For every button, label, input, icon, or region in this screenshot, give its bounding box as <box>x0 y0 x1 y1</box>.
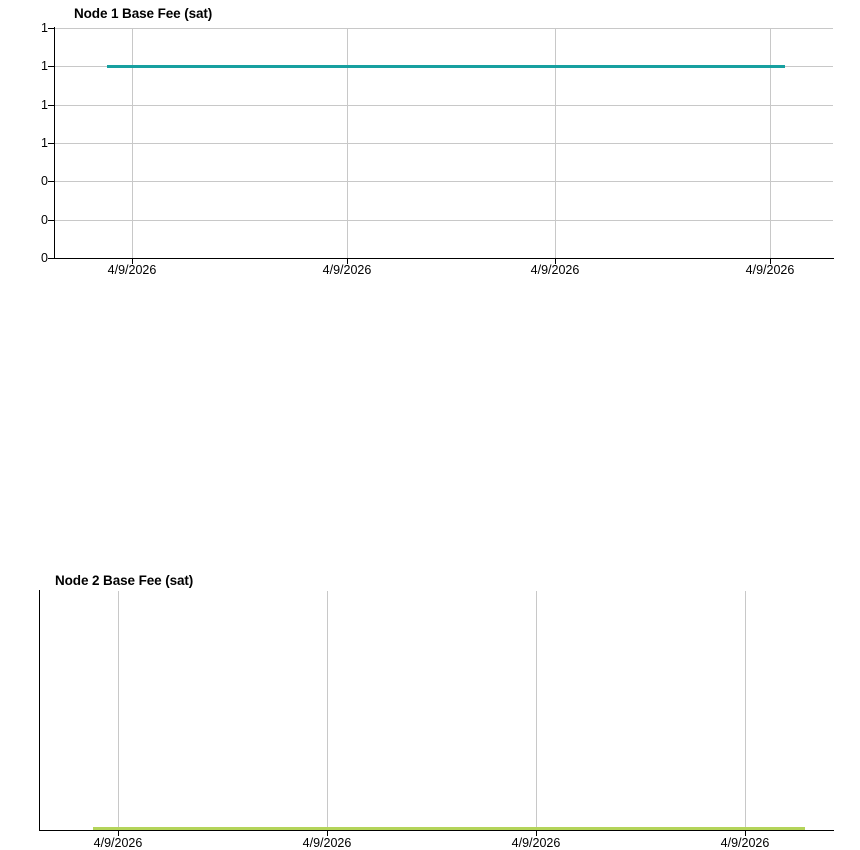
gridline-horizontal <box>55 143 833 144</box>
chart-title-node-2: Node 2 Base Fee (sat) <box>55 573 194 588</box>
x-axis-line-node-1 <box>54 258 834 259</box>
x-axis-label: 4/9/2026 <box>322 263 372 277</box>
gridline-horizontal <box>55 220 833 221</box>
gridline-horizontal <box>55 105 833 106</box>
y-axis-label: 1 <box>41 59 48 73</box>
x-axis-label: 4/9/2026 <box>107 263 157 277</box>
x-tick <box>555 259 556 264</box>
x-tick <box>770 259 771 264</box>
y-tick <box>48 220 54 221</box>
plot-area-node-2 <box>40 591 833 830</box>
gridline-vertical <box>347 28 348 258</box>
x-axis-label: 4/9/2026 <box>302 836 352 850</box>
x-axis-label: 4/9/2026 <box>720 836 770 850</box>
gridline-vertical <box>745 591 746 830</box>
y-axis-label: 1 <box>41 136 48 150</box>
x-axis-label: 4/9/2026 <box>93 836 143 850</box>
chart-title-node-1: Node 1 Base Fee (sat) <box>74 6 213 21</box>
gridline-vertical <box>327 591 328 830</box>
y-axis-label: 1 <box>41 98 48 112</box>
y-axis-label: 0 <box>41 251 48 265</box>
y-axis-label: 1 <box>41 21 48 35</box>
y-tick <box>48 105 54 106</box>
plot-area-node-1 <box>55 28 833 259</box>
chart-panel-node-1: Node 1 Base Fee (sat) 1 1 1 1 0 <box>0 0 860 285</box>
y-tick <box>48 258 54 259</box>
gridline-vertical <box>132 28 133 258</box>
gridline-vertical <box>118 591 119 830</box>
y-axis-label: 0 <box>41 213 48 227</box>
x-axis-label: 4/9/2026 <box>530 263 580 277</box>
y-tick <box>48 28 54 29</box>
gridline-vertical <box>536 591 537 830</box>
y-axis-line-node-1 <box>54 27 55 259</box>
x-axis-line-node-2 <box>39 830 834 831</box>
gridline-horizontal <box>55 28 833 29</box>
gridline-vertical <box>555 28 556 258</box>
x-axis-label: 4/9/2026 <box>511 836 561 850</box>
gridline-vertical <box>770 28 771 258</box>
y-axis-label: 0 <box>41 174 48 188</box>
y-tick <box>48 143 54 144</box>
x-tick <box>132 259 133 264</box>
y-tick <box>48 181 54 182</box>
x-tick <box>347 259 348 264</box>
y-tick <box>48 66 54 67</box>
x-axis-label: 4/9/2026 <box>745 263 795 277</box>
gridline-horizontal <box>55 181 833 182</box>
chart-panel-node-2: Node 2 Base Fee (sat) 4/9/2026 4/9/2026 … <box>0 285 860 850</box>
y-axis-line-node-2 <box>39 590 40 831</box>
series-line-node-1 <box>107 65 785 68</box>
